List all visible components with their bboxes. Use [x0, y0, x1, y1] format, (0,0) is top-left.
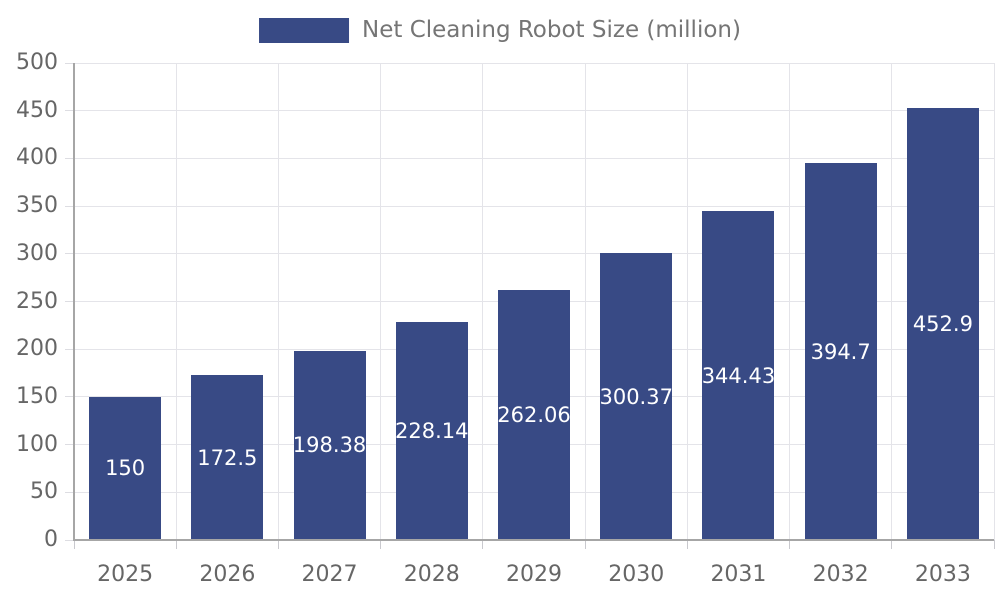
bar-value-label: 172.5	[197, 445, 258, 470]
y-tick	[65, 348, 74, 350]
x-tick	[891, 540, 893, 549]
bar[interactable]	[191, 375, 264, 540]
bar-value-label: 300.37	[599, 384, 673, 409]
y-tick	[65, 539, 74, 541]
x-tick	[277, 540, 279, 549]
x-tick	[482, 540, 484, 549]
x-gridline	[175, 63, 177, 540]
bar[interactable]	[702, 211, 775, 540]
x-axis-tick-label: 2028	[403, 562, 460, 587]
bar[interactable]	[89, 396, 162, 540]
x-axis-tick-label: 2030	[608, 562, 665, 587]
x-gridline	[789, 63, 791, 540]
y-gridline	[74, 157, 994, 159]
y-gridline	[74, 110, 994, 112]
y-gridline	[74, 62, 994, 64]
y-gridline	[74, 253, 994, 255]
bar-value-label: 452.9	[912, 311, 973, 336]
x-axis-tick-label: 2027	[301, 562, 358, 587]
y-tick	[65, 157, 74, 159]
x-axis-tick-label: 2032	[812, 562, 869, 587]
y-tick	[65, 444, 74, 446]
x-gridline	[482, 63, 484, 540]
y-axis-tick-label: 100	[16, 431, 58, 457]
x-gridline	[891, 63, 893, 540]
x-tick	[993, 540, 995, 549]
x-gridline	[686, 63, 688, 540]
bar[interactable]	[498, 289, 570, 540]
y-tick	[65, 491, 74, 493]
y-axis-tick-label: 450	[16, 97, 58, 123]
bar-value-label: 394.7	[810, 339, 871, 364]
bar-value-label: 344.43	[701, 363, 776, 388]
x-gridline	[277, 63, 279, 540]
bar-value-label: 228.14	[395, 419, 469, 444]
x-tick	[73, 540, 75, 549]
y-axis-tick-label: 400	[16, 145, 58, 171]
x-tick	[789, 540, 791, 549]
y-tick	[65, 301, 74, 302]
y-tick	[65, 205, 74, 207]
x-tick	[175, 540, 177, 549]
bar[interactable]	[906, 107, 979, 540]
x-axis-line	[72, 539, 994, 541]
y-axis-tick-label: 0	[44, 527, 58, 552]
y-tick	[65, 62, 74, 64]
y-axis-tick-label: 350	[16, 193, 58, 219]
x-tick	[380, 540, 382, 549]
x-gridline	[584, 63, 586, 540]
y-axis-line	[72, 63, 75, 541]
bar[interactable]	[804, 163, 877, 540]
y-tick	[65, 253, 74, 255]
y-axis-tick-label: 50	[30, 479, 58, 505]
y-gridline	[74, 205, 994, 207]
bar[interactable]	[395, 322, 468, 540]
bar[interactable]	[600, 253, 673, 540]
y-axis-tick-label: 200	[16, 336, 58, 362]
y-axis-tick-label: 250	[16, 288, 58, 314]
x-tick	[686, 540, 688, 549]
x-tick	[584, 540, 586, 549]
x-gridline	[380, 63, 382, 540]
x-gridline	[993, 63, 995, 540]
bar-value-label: 198.38	[292, 433, 367, 458]
bar-value-label: 150	[105, 456, 146, 481]
legend-label: Net Cleaning Robot Size (million)	[362, 17, 741, 43]
legend-swatch-icon	[259, 18, 350, 43]
x-axis-tick-label: 2031	[710, 562, 767, 587]
y-tick	[65, 396, 74, 398]
x-axis-tick-label: 2033	[914, 562, 971, 587]
x-axis-tick-label: 2029	[506, 562, 562, 587]
y-axis-tick-label: 500	[16, 50, 58, 75]
x-axis-tick-label: 2026	[199, 562, 256, 587]
y-axis-tick-label: 300	[16, 240, 58, 266]
x-axis-tick-label: 2025	[97, 562, 154, 587]
legend[interactable]: Net Cleaning Robot Size (million)	[259, 18, 741, 43]
y-tick	[65, 110, 74, 112]
bar-value-label: 262.06	[497, 402, 571, 427]
bar[interactable]	[293, 350, 366, 540]
y-axis-tick-label: 150	[16, 383, 58, 409]
